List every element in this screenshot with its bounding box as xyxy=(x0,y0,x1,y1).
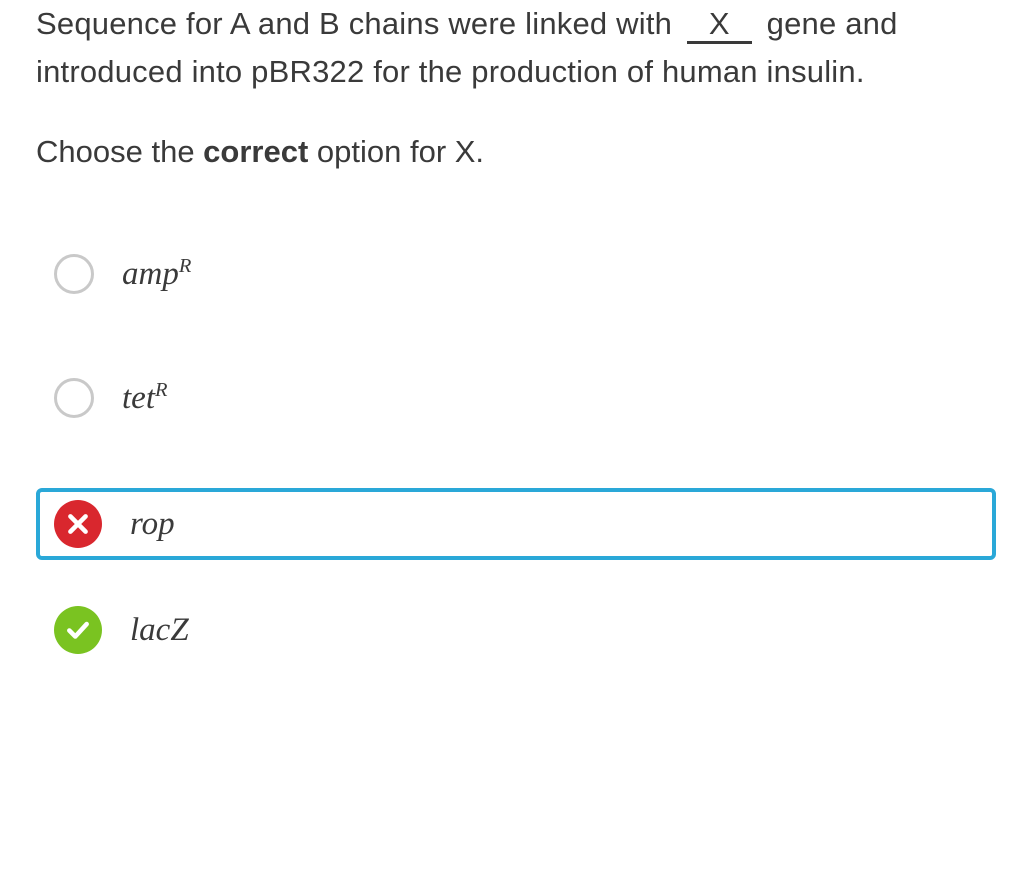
option-base: amp xyxy=(122,256,179,292)
instruction-bold: correct xyxy=(203,134,308,169)
option-ampR[interactable]: ampR xyxy=(36,240,996,308)
option-lacZ[interactable]: lacZ xyxy=(36,594,996,666)
option-tetR[interactable]: tetR xyxy=(36,364,996,432)
correct-icon xyxy=(54,606,102,654)
check-icon xyxy=(65,617,91,643)
option-label: ampR xyxy=(122,255,191,293)
option-base: tet xyxy=(122,380,155,416)
option-sup: R xyxy=(179,255,191,277)
option-label: rop xyxy=(130,505,175,543)
instruction-pre: Choose the xyxy=(36,134,203,169)
option-base: lacZ xyxy=(130,612,189,648)
instruction-post: option for X. xyxy=(308,134,484,169)
question-line2: introduced into pBR322 for the productio… xyxy=(36,54,865,89)
option-label: tetR xyxy=(122,379,167,417)
option-rop[interactable]: rop xyxy=(36,488,996,560)
radio-unchecked-icon xyxy=(54,378,94,418)
x-icon xyxy=(65,511,91,537)
question-line1-post: gene and xyxy=(767,6,898,41)
question-line1-pre: Sequence for A and B chains were linked … xyxy=(36,6,672,41)
instruction: Choose the correct option for X. xyxy=(36,134,996,170)
options-list: ampR tetR rop lacZ xyxy=(36,240,996,666)
wrong-icon xyxy=(54,500,102,548)
question-stem: Sequence for A and B chains were linked … xyxy=(36,0,996,96)
option-label: lacZ xyxy=(130,611,189,649)
question-blank: X xyxy=(687,7,752,44)
option-sup: R xyxy=(155,379,167,401)
option-base: rop xyxy=(130,506,175,542)
radio-unchecked-icon xyxy=(54,254,94,294)
